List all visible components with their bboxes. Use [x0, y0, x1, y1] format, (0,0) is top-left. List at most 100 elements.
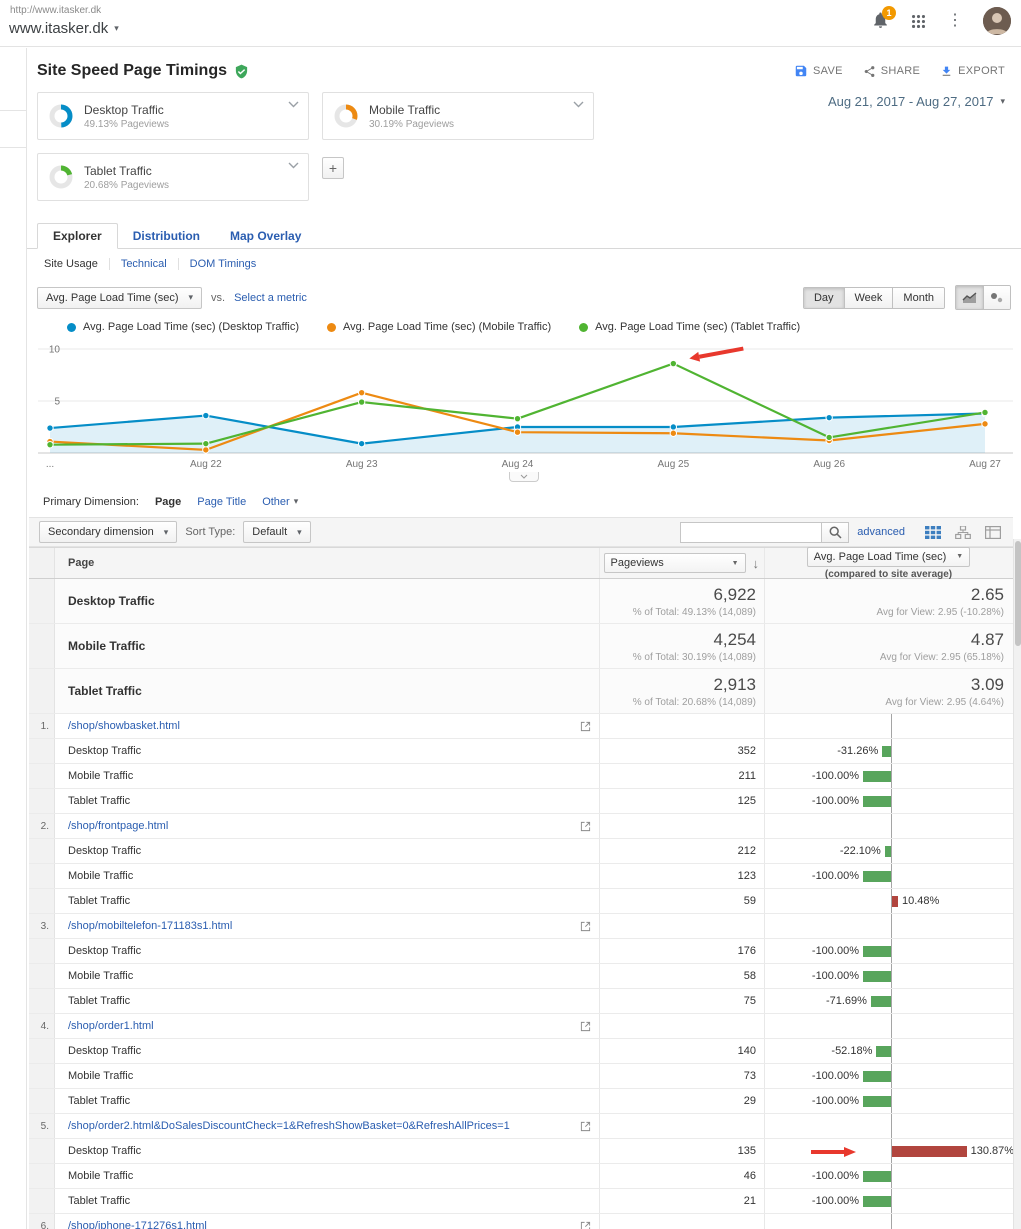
report-actions: SAVE SHARE EXPORT: [794, 64, 1005, 78]
comparison-bar: [863, 1171, 891, 1182]
comparison-axis: [891, 1139, 892, 1163]
chevron-down-icon: ▾: [297, 526, 302, 537]
summary-segment-name: Tablet Traffic: [68, 684, 142, 698]
scrollbar-thumb[interactable]: [1015, 541, 1021, 646]
open-in-new-icon[interactable]: [580, 821, 591, 832]
share-button[interactable]: SHARE: [863, 65, 920, 78]
row-pageviews: 135: [600, 1139, 765, 1163]
granularity-month-button[interactable]: Month: [892, 287, 944, 308]
row-pageviews: 59: [600, 889, 765, 913]
row-pageviews: 140: [600, 1039, 765, 1063]
row-segment-name: Mobile Traffic: [68, 1170, 134, 1182]
segment-detail: 49.13% Pageviews: [84, 118, 170, 130]
chevron-down-icon: ▾: [293, 496, 299, 506]
page-link[interactable]: /shop/iphone-171276s1.html: [68, 1220, 207, 1229]
report-tabs: Explorer Distribution Map Overlay: [27, 222, 1021, 249]
row-pageviews: 352: [600, 739, 765, 763]
table-row-segment: Tablet Traffic 59 10.48%: [29, 889, 1013, 914]
open-in-new-icon[interactable]: [580, 1221, 591, 1229]
tab-map-overlay[interactable]: Map Overlay: [230, 229, 302, 243]
table-row-segment: Tablet Traffic 21 -100.00%: [29, 1189, 1013, 1214]
notifications-button[interactable]: 1: [871, 5, 896, 33]
subtab-site-usage[interactable]: Site Usage: [33, 258, 110, 270]
page-link[interactable]: /shop/order2.html&DoSalesDiscountCheck=1…: [68, 1120, 510, 1132]
load-time-column-header: Avg. Page Load Time (sec) ▼ (compared to…: [765, 546, 1012, 580]
apps-grid-button[interactable]: [910, 13, 927, 30]
segment-card-desktop-traffic[interactable]: Desktop Traffic 49.13% Pageviews: [37, 92, 309, 140]
subtab-dom-timings[interactable]: DOM Timings: [189, 258, 257, 270]
tab-distribution[interactable]: Distribution: [132, 229, 201, 243]
advanced-search-link[interactable]: advanced: [857, 526, 905, 538]
segment-card-tablet-traffic[interactable]: Tablet Traffic 20.68% Pageviews: [37, 153, 309, 201]
open-in-new-icon[interactable]: [580, 1021, 591, 1032]
report-header: Site Speed Page Timings SAVE SHARE EXPOR…: [27, 47, 1021, 90]
legend-item-avg-page-load-time-sec-mobile-traffic-: Avg. Page Load Time (sec) (Mobile Traffi…: [327, 321, 551, 333]
page-link[interactable]: /shop/order1.html: [68, 1020, 154, 1032]
load-time-column-selector[interactable]: Avg. Page Load Time (sec) ▼: [806, 546, 971, 567]
page-link[interactable]: /shop/showbasket.html: [68, 720, 180, 732]
svg-text:Aug 25: Aug 25: [657, 459, 689, 470]
timeseries-chart[interactable]: 5 10... Aug 22 Aug 23 Aug 24 Aug 25 Aug 26 Aug …: [38, 341, 1013, 473]
row-segment-name: Tablet Traffic: [68, 895, 131, 907]
primary-dimension-page[interactable]: Page: [154, 495, 182, 508]
account-selector[interactable]: www.itasker.dk ▾: [9, 20, 119, 37]
granularity-week-button[interactable]: Week: [843, 287, 893, 308]
row-segment-name: Tablet Traffic: [68, 995, 131, 1007]
row-pageviews: 46: [600, 1164, 765, 1188]
table-row-segment: Mobile Traffic 58 -100.00%: [29, 964, 1013, 989]
motion-chart-view-button[interactable]: [983, 286, 1010, 309]
pivot-view-button[interactable]: [981, 522, 1005, 542]
chevron-down-icon: ▾: [114, 23, 119, 33]
row-pageviews: 176: [600, 939, 765, 963]
chevron-down-icon[interactable]: [288, 162, 299, 169]
subtab-technical[interactable]: Technical: [110, 258, 179, 270]
segments-area: Desktop Traffic 49.13% Pageviews Mobile Tr…: [27, 90, 1021, 222]
primary-dimension-page-title[interactable]: Page Title: [197, 495, 247, 508]
save-button[interactable]: SAVE: [794, 64, 843, 78]
pageviews-column-header: Pageviews ▼ ↓: [600, 548, 765, 578]
topbar-icons: 1 ⋮: [871, 5, 1011, 35]
apps-grid-icon: [911, 14, 926, 28]
date-range-selector[interactable]: Aug 21, 2017 - Aug 27, 2017 ▾: [828, 94, 1005, 109]
granularity-toggle: Day Week Month: [802, 286, 945, 309]
more-options-button[interactable]: ⋮: [947, 12, 963, 29]
sort-descending-icon[interactable]: ↓: [752, 555, 760, 571]
row-pageviews: 212: [600, 839, 765, 863]
delta-percent: -22.10%: [839, 845, 881, 857]
metric-dropdown[interactable]: Avg. Page Load Time (sec) ▾: [37, 286, 203, 309]
export-button[interactable]: EXPORT: [940, 65, 1005, 78]
rail-divider: [0, 147, 27, 148]
page-link[interactable]: /shop/frontpage.html: [68, 820, 169, 832]
save-icon: [795, 65, 807, 77]
page-link[interactable]: /shop/mobiltelefon-171183s1.html: [68, 920, 233, 932]
primary-dimension-row: Primary Dimension: Page Page Title Other…: [27, 485, 1021, 517]
avatar[interactable]: [983, 7, 1011, 35]
search-button[interactable]: [822, 521, 850, 543]
chevron-down-icon[interactable]: [573, 101, 584, 108]
pageviews-column-selector[interactable]: Pageviews ▼: [603, 553, 746, 573]
granularity-day-button[interactable]: Day: [803, 287, 844, 308]
open-in-new-icon[interactable]: [580, 1121, 591, 1132]
table-search-input[interactable]: [680, 521, 823, 543]
open-in-new-icon[interactable]: [580, 721, 591, 732]
primary-dimension-other-label: Other: [262, 495, 290, 508]
secondary-dimension-dropdown[interactable]: Secondary dimension ▾: [39, 521, 178, 543]
sort-type-dropdown[interactable]: Default ▾: [243, 521, 311, 543]
table-scrollbar[interactable]: [1013, 539, 1021, 1229]
vs-label: vs.: [211, 291, 226, 304]
select-metric-link[interactable]: Select a metric: [234, 291, 307, 304]
add-segment-button[interactable]: +: [322, 157, 344, 179]
comparison-view-button[interactable]: [951, 522, 975, 542]
row-segment-name: Tablet Traffic: [68, 795, 131, 807]
table-row-page: 3. /shop/mobiltelefon-171183s1.html: [29, 914, 1013, 939]
segment-card-mobile-traffic[interactable]: Mobile Traffic 30.19% Pageviews: [322, 92, 594, 140]
table-view-button[interactable]: [921, 522, 945, 542]
chart-collapse-handle[interactable]: [509, 472, 539, 482]
primary-dimension-other[interactable]: Other ▾: [262, 496, 298, 508]
chevron-down-icon[interactable]: [288, 101, 299, 108]
line-chart-view-button[interactable]: [956, 286, 983, 309]
tab-explorer[interactable]: Explorer: [37, 223, 118, 249]
table-row-page: 2. /shop/frontpage.html: [29, 814, 1013, 839]
summary-segment-name: Desktop Traffic: [68, 594, 155, 608]
open-in-new-icon[interactable]: [580, 921, 591, 932]
